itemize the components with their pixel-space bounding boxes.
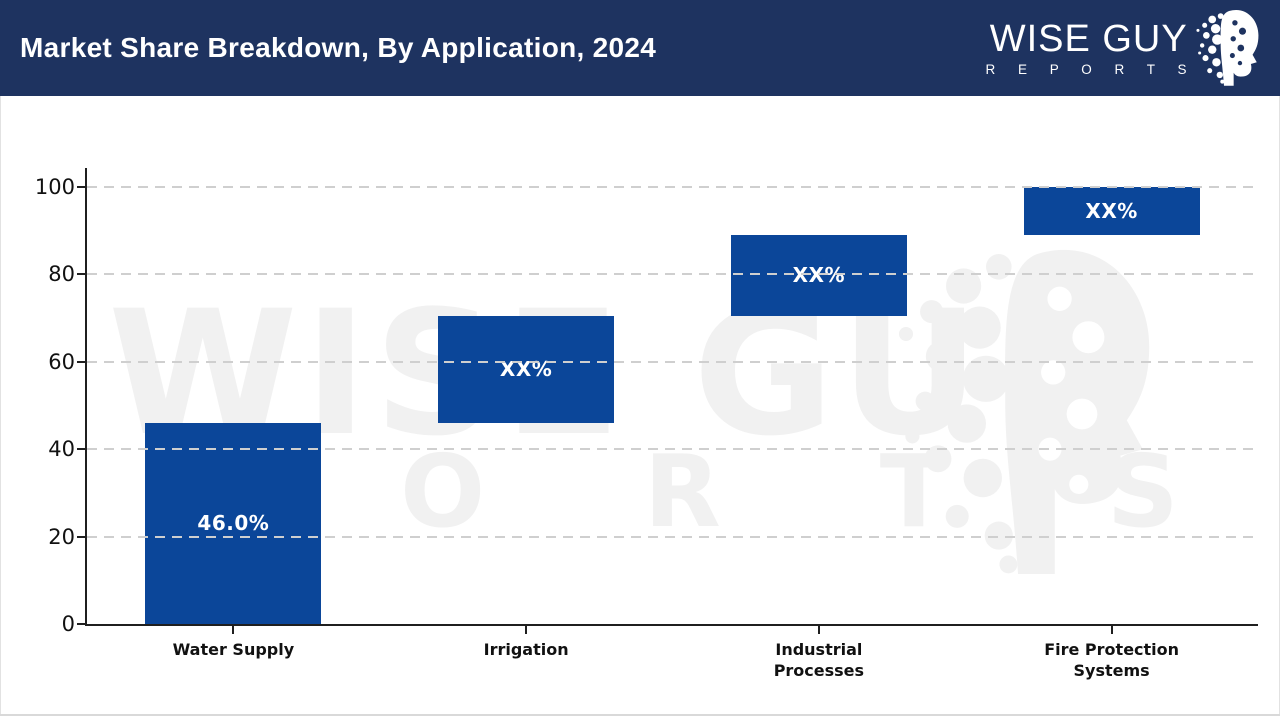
bar-value-label-industrial-processes: XX%: [792, 263, 846, 288]
bar-value-label-fire-protection-systems: XX%: [1085, 199, 1138, 224]
x-label-industrial-processes: Industrial Processes: [773, 640, 865, 680]
y-tick-0: [77, 623, 86, 625]
gridline-100: [87, 186, 1253, 188]
x-tick-fire-protection-systems: [1110, 626, 1113, 634]
y-label-40: 40: [48, 437, 75, 462]
y-tick-40: [77, 448, 86, 451]
watermark-head-icon: [898, 249, 1150, 574]
bar-water-supply: 46.0%: [145, 422, 322, 624]
frame-border-bottom: [0, 714, 1280, 716]
x-label-fire-protection-systems: Fire Protection Systems: [1044, 640, 1180, 680]
gridline-80: [87, 273, 1253, 276]
y-label-20: 20: [48, 524, 75, 549]
y-tick-20: [77, 535, 86, 538]
frame-border-left: [0, 96, 1, 716]
y-tick-100: [77, 186, 86, 188]
x-label-water-supply: Water Supply: [172, 640, 295, 659]
logo-subtitle: R E P O R T S: [985, 61, 1196, 77]
x-label-irrigation: Irrigation: [483, 640, 569, 659]
x-tick-water-supply: [232, 626, 235, 634]
logo-wordmark: WISE GUY: [989, 17, 1188, 60]
y-label-100: 100: [34, 175, 75, 199]
bar-industrial-processes: XX%: [730, 235, 907, 316]
x-axis-line: [85, 624, 1258, 626]
y-axis-line: [85, 168, 87, 626]
x-tick-industrial-processes: [817, 626, 820, 634]
bar-value-label-water-supply: 46.0%: [197, 511, 270, 536]
header-band: Market Share Breakdown, By Application, …: [0, 0, 1280, 96]
y-tick-60: [77, 360, 86, 363]
chart-title: Market Share Breakdown, By Application, …: [20, 32, 657, 63]
y-label-0: 0: [61, 612, 75, 636]
y-tick-80: [77, 273, 86, 276]
bar-irrigation: XX%: [438, 315, 615, 423]
bar-fire-protection-systems: XX%: [1023, 187, 1200, 236]
logo-head-icon: [1196, 9, 1259, 86]
logo-text: WISE GUY R E P O R T S: [981, 20, 1196, 77]
y-label-80: 80: [48, 262, 75, 287]
gridline-40: [87, 448, 1253, 451]
gridline-20: [87, 535, 1253, 538]
x-tick-irrigation: [525, 626, 528, 634]
wise-guy-logo: WISE GUY R E P O R T S: [981, 6, 1266, 90]
y-label-60: 60: [48, 349, 75, 374]
gridline-60: [87, 360, 1253, 363]
